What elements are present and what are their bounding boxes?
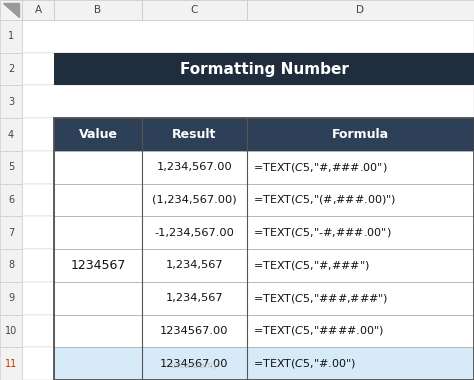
- Text: 11: 11: [5, 359, 17, 369]
- Text: Value: Value: [79, 128, 118, 141]
- Text: 5: 5: [8, 162, 14, 172]
- Bar: [247, 216, 474, 249]
- Bar: [0, 86, 22, 118]
- Text: 1: 1: [8, 32, 14, 41]
- Bar: [54, 347, 142, 380]
- Text: 9: 9: [8, 293, 14, 303]
- Bar: [247, 249, 474, 282]
- Text: =TEXT($C$5,"-#,###.00"): =TEXT($C$5,"-#,###.00"): [253, 226, 392, 239]
- Bar: [0, 216, 22, 249]
- Bar: [142, 249, 247, 282]
- Bar: [247, 0, 474, 20]
- Bar: [247, 118, 474, 151]
- Text: =TEXT($C$5,"####.00"): =TEXT($C$5,"####.00"): [253, 325, 384, 337]
- Bar: [142, 151, 247, 184]
- Bar: [0, 118, 22, 151]
- Text: Result: Result: [173, 128, 217, 141]
- Bar: [247, 151, 474, 184]
- Bar: [54, 151, 142, 184]
- Text: =TEXT($C$5,"#.00"): =TEXT($C$5,"#.00"): [253, 357, 356, 370]
- Bar: [22, 53, 474, 86]
- Text: -1,234,567.00: -1,234,567.00: [155, 228, 235, 238]
- Bar: [247, 315, 474, 347]
- Bar: [22, 86, 474, 118]
- Text: 10: 10: [5, 326, 17, 336]
- Bar: [54, 282, 142, 315]
- Bar: [247, 184, 474, 216]
- Bar: [247, 282, 474, 315]
- Bar: [142, 282, 247, 315]
- Bar: [0, 151, 22, 184]
- Bar: [54, 249, 142, 282]
- Bar: [22, 20, 474, 53]
- Text: =TEXT($C$5,"#,###"): =TEXT($C$5,"#,###"): [253, 259, 370, 272]
- Bar: [22, 347, 474, 380]
- Text: =TEXT($C$5,"#,###.00"): =TEXT($C$5,"#,###.00"): [253, 161, 387, 174]
- Text: 1234567.00: 1234567.00: [160, 326, 229, 336]
- Bar: [142, 216, 247, 249]
- Text: 1234567.00: 1234567.00: [160, 359, 229, 369]
- Bar: [22, 315, 474, 347]
- Polygon shape: [3, 3, 19, 17]
- Bar: [142, 0, 247, 20]
- Bar: [0, 282, 22, 315]
- Text: Formula: Formula: [332, 128, 389, 141]
- Text: 1,234,567: 1,234,567: [166, 260, 223, 271]
- Text: 8: 8: [8, 260, 14, 271]
- Bar: [0, 347, 22, 380]
- Bar: [22, 0, 54, 20]
- Bar: [142, 315, 247, 347]
- Bar: [22, 184, 474, 216]
- Text: A: A: [35, 5, 42, 15]
- Bar: [54, 118, 474, 380]
- Text: D: D: [356, 5, 365, 15]
- Text: Formatting Number: Formatting Number: [180, 62, 348, 77]
- Text: B: B: [94, 5, 101, 15]
- Text: =TEXT($C$5,"(#,###.00)"): =TEXT($C$5,"(#,###.00)"): [253, 193, 396, 206]
- Bar: [54, 0, 142, 20]
- Bar: [0, 184, 22, 216]
- Bar: [22, 282, 474, 315]
- Bar: [54, 315, 142, 347]
- Text: C: C: [191, 5, 198, 15]
- Bar: [142, 347, 247, 380]
- Text: 1,234,567: 1,234,567: [166, 293, 223, 303]
- Bar: [0, 53, 22, 86]
- Bar: [54, 184, 142, 216]
- Bar: [22, 151, 474, 184]
- Text: (1,234,567.00): (1,234,567.00): [152, 195, 237, 205]
- Bar: [22, 249, 474, 282]
- Bar: [54, 216, 142, 249]
- Text: =TEXT($C$5,"###,###"): =TEXT($C$5,"###,###"): [253, 292, 388, 305]
- Text: 2: 2: [8, 64, 14, 74]
- Text: 7: 7: [8, 228, 14, 238]
- Bar: [142, 184, 247, 216]
- Bar: [0, 249, 22, 282]
- Bar: [22, 118, 474, 151]
- Text: exceldemy: exceldemy: [170, 361, 219, 370]
- Bar: [247, 347, 474, 380]
- Bar: [22, 216, 474, 249]
- Bar: [0, 0, 22, 20]
- Text: 6: 6: [8, 195, 14, 205]
- Bar: [54, 118, 142, 151]
- Text: 4: 4: [8, 130, 14, 139]
- Text: 1,234,567.00: 1,234,567.00: [156, 162, 232, 172]
- Bar: [0, 20, 22, 53]
- Bar: [54, 53, 474, 86]
- Text: 1234567: 1234567: [70, 259, 126, 272]
- Bar: [142, 118, 247, 151]
- Bar: [0, 315, 22, 347]
- Text: 3: 3: [8, 97, 14, 107]
